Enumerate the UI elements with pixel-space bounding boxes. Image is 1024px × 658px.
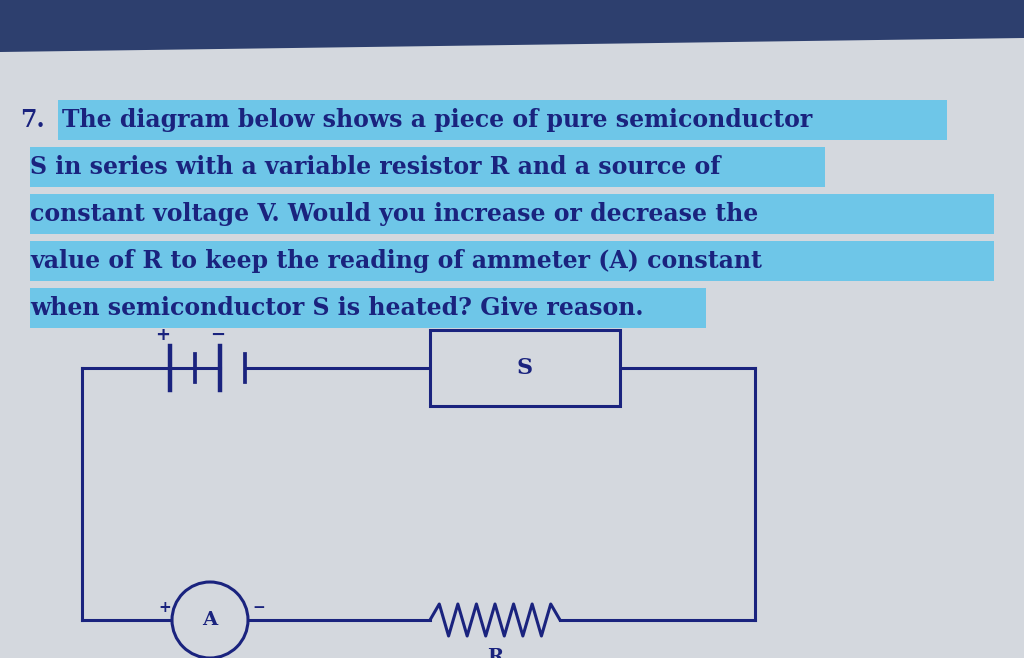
- Text: R: R: [487, 648, 503, 658]
- Bar: [30, 241, 994, 281]
- Text: A: A: [203, 611, 217, 629]
- Text: S in series with a variable resistor R and a source of: S in series with a variable resistor R a…: [30, 155, 720, 179]
- Text: value of R to keep the reading of ammeter (A) constant: value of R to keep the reading of ammete…: [30, 249, 762, 273]
- Bar: [30, 147, 825, 187]
- Text: The diagram below shows a piece of pure semiconductor: The diagram below shows a piece of pure …: [62, 108, 812, 132]
- Bar: [30, 194, 994, 234]
- Polygon shape: [0, 0, 1024, 52]
- Circle shape: [172, 582, 248, 658]
- Bar: [58, 100, 947, 140]
- Text: −: −: [252, 600, 265, 615]
- Text: 7.: 7.: [20, 108, 45, 132]
- Text: −: −: [210, 326, 225, 344]
- Text: +: +: [155, 326, 170, 344]
- Text: +: +: [158, 600, 171, 615]
- Text: S: S: [517, 357, 534, 379]
- Text: when semiconductor S is heated? Give reason.: when semiconductor S is heated? Give rea…: [30, 296, 643, 320]
- Bar: [30, 288, 706, 328]
- Text: constant voltage V. Would you increase or decrease the: constant voltage V. Would you increase o…: [30, 202, 758, 226]
- Bar: [430, 330, 620, 406]
